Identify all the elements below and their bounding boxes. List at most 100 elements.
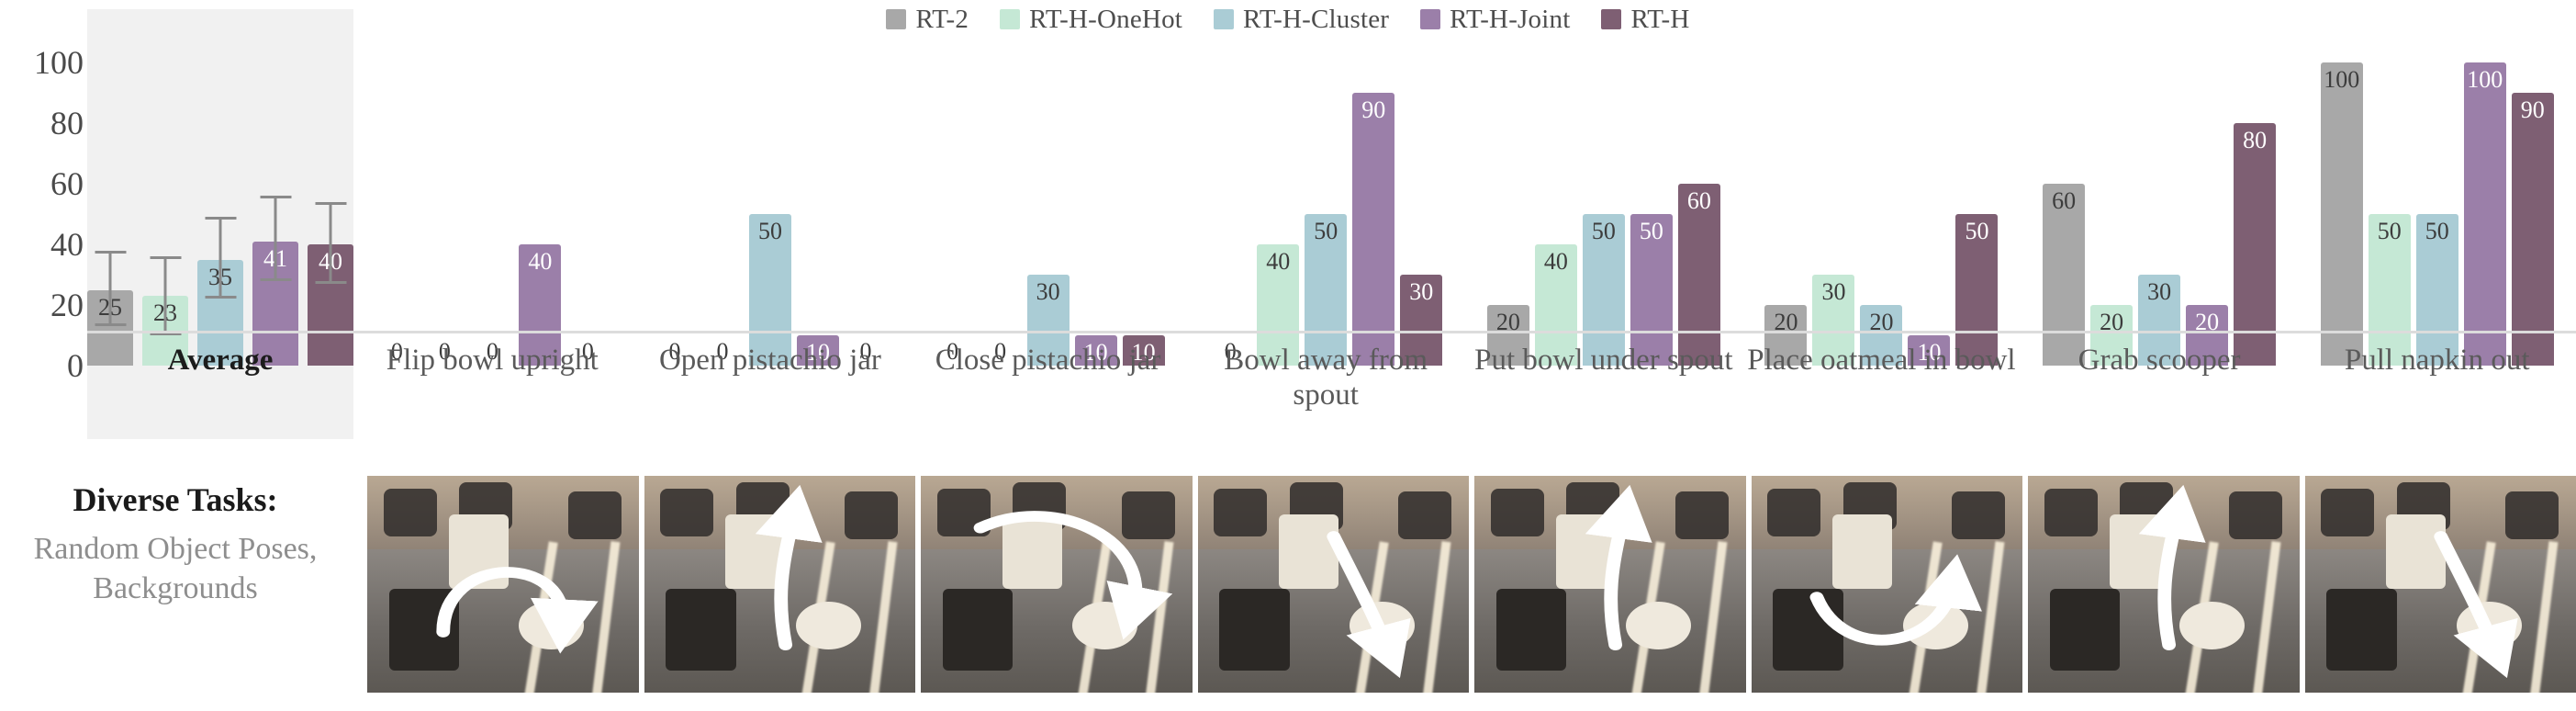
bar-rt-h-onehot-open-pistachio-jar: 0 xyxy=(701,62,744,366)
bar-value-label: 50 xyxy=(1314,218,1338,244)
bar-group-open-pistachio-jar: 0 0 50 10 0 xyxy=(632,35,910,366)
legend-swatch-icon xyxy=(886,9,907,29)
bar-value-label: 35 xyxy=(208,263,232,290)
bar-value-label: 30 xyxy=(2147,278,2172,305)
bar-rt-h-cluster-place-oatmeal-in-bowl: 20 xyxy=(1860,62,1903,366)
bar-value-label: 40 xyxy=(1266,248,1291,275)
x-axis-label-flip-bowl-upright: Flip bowl upright xyxy=(386,344,599,377)
x-axis-labels: Average Flip bowl upright Open pistachio j… xyxy=(87,336,2576,412)
bar-value-label: 0 xyxy=(859,338,872,365)
bar-value-label: 100 xyxy=(2467,66,2503,93)
flip-bowl-upright-photo xyxy=(367,476,639,693)
bar-value-label: 0 xyxy=(716,338,729,365)
thumbnail-list xyxy=(367,476,2576,693)
bar-rt-h-joint-grab-scooper: 20 xyxy=(2186,62,2229,366)
y-axis-tick-40: 40 xyxy=(50,226,84,263)
y-axis-tick-0: 0 xyxy=(67,347,84,384)
bar-group-average: 25 23 35 41 40 xyxy=(87,35,353,366)
bar-rect: 40 xyxy=(1534,244,1577,366)
bar-rect: 100 xyxy=(2463,62,2506,366)
legend-item-rt-h: RT-H xyxy=(1601,5,1689,35)
y-axis-tick-100: 100 xyxy=(34,44,84,81)
bar-group-close-pistachio-jar: 0 0 30 10 10 xyxy=(909,35,1187,366)
bar-rt-h-average: 40 xyxy=(308,62,353,366)
bar-value-label: 30 xyxy=(1821,278,1846,305)
bar-rt-h-joint-average: 41 xyxy=(252,62,298,366)
bowl-away-from-spout-photo xyxy=(1197,476,1469,693)
legend-label: RT-H xyxy=(1630,4,1690,34)
bar-chart-plot: 100 80 60 40 20 0 25 23 35 41 40 0 0 0 40 0 0 0 50 10 0 0 0 30… xyxy=(0,9,2576,439)
bar-rt-h-cluster-flip-bowl-upright: 0 xyxy=(471,62,513,366)
bar-value-label: 80 xyxy=(2243,127,2268,153)
bar-value-label: 50 xyxy=(1639,218,1663,244)
bar-value-label: 50 xyxy=(2377,218,2402,244)
bar-rt-h-onehot-put-bowl-under-spout: 40 xyxy=(1534,62,1577,366)
strip-caption-subtitle: Random Object Poses, Backgrounds xyxy=(33,532,318,605)
bar-group-pull-napkin-out: 100 50 50 100 90 xyxy=(2298,35,2576,366)
bar-value-label: 0 xyxy=(668,338,681,365)
bar-rt-h-cluster-open-pistachio-jar: 50 xyxy=(748,62,791,366)
bar-group-flip-bowl-upright: 0 0 0 40 0 xyxy=(353,35,632,366)
bar-rt-2-average: 25 xyxy=(87,62,133,366)
legend-swatch-icon xyxy=(1601,9,1622,29)
legend-swatch-icon xyxy=(1000,9,1021,29)
close-pistachio-jar-photo xyxy=(921,476,1193,693)
x-axis-label-average: Average xyxy=(167,344,274,377)
bar-rt-h-onehot-average: 23 xyxy=(142,62,188,366)
bar-rt-h-cluster-pull-napkin-out: 50 xyxy=(2415,62,2458,366)
bar-rt-h-grab-scooper: 80 xyxy=(2234,62,2277,366)
task-thumbnail-strip: Diverse Tasks: Random Object Poses, Back… xyxy=(0,476,2576,711)
bar-value-label: 0 xyxy=(1224,338,1237,365)
strip-caption-title: Diverse Tasks: xyxy=(73,481,278,518)
bar-rt-h-joint-bowl-away-from-spout: 90 xyxy=(1352,62,1395,366)
bar-rt-h-onehot-close-pistachio-jar: 0 xyxy=(980,62,1022,366)
motion-arrow-icon xyxy=(1585,484,1652,650)
open-pistachio-jar-photo xyxy=(644,476,915,693)
place-oatmeal-in-bowl-photo xyxy=(1751,476,2022,693)
bar-rt-h-joint-flip-bowl-upright: 40 xyxy=(519,62,562,366)
bar-value-label: 30 xyxy=(1409,278,1434,305)
bar-rt-h-onehot-flip-bowl-upright: 0 xyxy=(423,62,465,366)
strip-caption: Diverse Tasks: Random Object Poses, Back… xyxy=(0,476,367,608)
bar-value-label: 41 xyxy=(263,244,287,272)
bar-value-label: 40 xyxy=(319,248,342,275)
bar-rect: 50 xyxy=(2368,214,2411,366)
bar-value-label: 0 xyxy=(994,338,1007,365)
bar-rect: 90 xyxy=(1352,93,1395,366)
x-axis-label-bowl-away-from-spout: Bowl away from spout xyxy=(1224,344,1428,412)
motion-arrow-icon xyxy=(1809,554,1982,646)
y-axis-tick-80: 80 xyxy=(50,105,84,141)
bar-value-label: 60 xyxy=(2052,187,2077,214)
legend-item-rt-h-joint: RT-H-Joint xyxy=(1420,5,1570,35)
bar-rt-h-cluster-average: 35 xyxy=(197,62,243,366)
legend-swatch-icon xyxy=(1420,9,1441,29)
bar-rt-h-joint-close-pistachio-jar: 10 xyxy=(1074,62,1117,366)
motion-arrow-icon xyxy=(436,567,599,654)
bar-rect: 90 xyxy=(2511,93,2554,366)
bar-rt-2-open-pistachio-jar: 0 xyxy=(654,62,696,366)
bar-rt-h-bowl-away-from-spout: 30 xyxy=(1400,62,1443,366)
bar-value-label: 0 xyxy=(946,338,959,365)
bar-group-grab-scooper: 60 20 30 20 80 xyxy=(2021,35,2299,366)
motion-arrow-icon xyxy=(755,484,823,650)
bar-value-label: 23 xyxy=(153,299,177,327)
bar-rt-h-place-oatmeal-in-bowl: 50 xyxy=(1955,62,1999,366)
bar-rt-h-joint-place-oatmeal-in-bowl: 10 xyxy=(1908,62,1951,366)
motion-arrow-icon xyxy=(1326,531,1411,679)
y-axis-tick-60: 60 xyxy=(50,165,84,202)
bar-rt-h-joint-put-bowl-under-spout: 50 xyxy=(1630,62,1673,366)
bar-value-label: 90 xyxy=(2520,96,2545,123)
bar-value-label: 90 xyxy=(1361,96,1386,123)
legend-item-rt-h-onehot: RT-H-OneHot xyxy=(1000,5,1182,35)
grab-scooper-photo xyxy=(2028,476,2300,693)
motion-arrow-icon xyxy=(2138,484,2206,650)
y-axis: 100 80 60 40 20 0 xyxy=(0,35,87,384)
bar-rt-h-onehot-bowl-away-from-spout: 40 xyxy=(1257,62,1300,366)
bar-rt-h-onehot-pull-napkin-out: 50 xyxy=(2368,62,2411,366)
put-bowl-under-spout-photo xyxy=(1474,476,1746,693)
chart-legend: RT-2 RT-H-OneHot RT-H-Cluster RT-H-Joint RT-… xyxy=(0,4,2576,35)
bar-value-label: 40 xyxy=(1543,248,1568,275)
motion-arrow-icon xyxy=(2433,531,2518,679)
legend-label: RT-H-Cluster xyxy=(1243,4,1390,34)
